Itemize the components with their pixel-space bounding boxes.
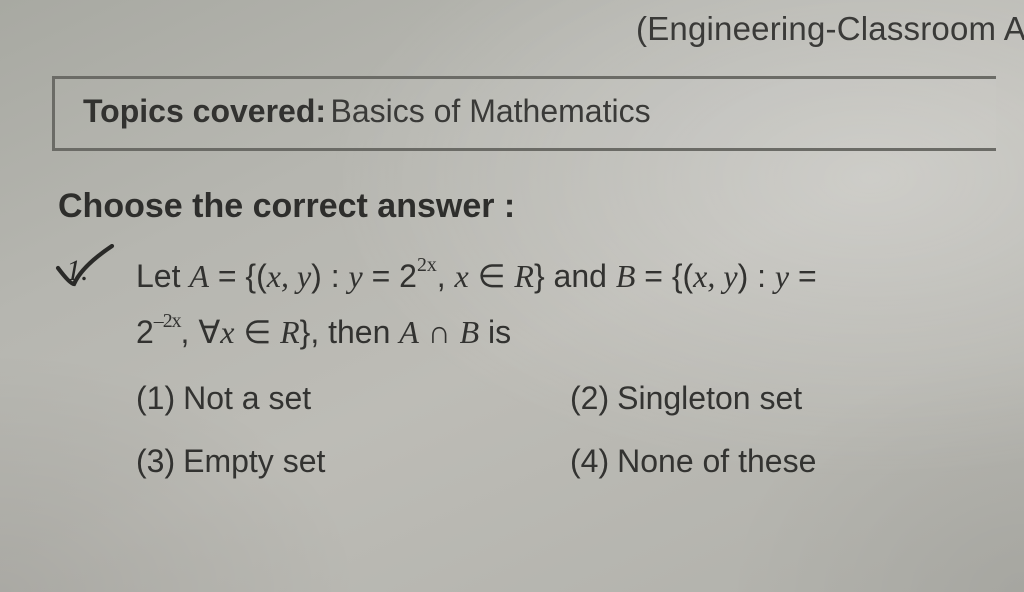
topics-value: Basics of Mathematics — [330, 93, 650, 129]
q-text-frag: ) : — [738, 258, 775, 294]
q-text-frag: = {( — [209, 258, 267, 294]
q-text-frag: B — [460, 314, 480, 350]
option-1[interactable]: (1)Not a set — [136, 380, 550, 417]
q-text-frag: , ∀ — [181, 314, 221, 350]
option-text: Not a set — [183, 380, 311, 416]
option-number: (2) — [570, 380, 617, 416]
q-text-frag: Let — [136, 258, 189, 294]
q-text-frag: A — [399, 314, 419, 350]
q-text-frag: y — [775, 258, 789, 294]
question-block: 1. Let A = {(x, y) : y = 22x, x ∈ R} and… — [58, 248, 984, 360]
option-number: (3) — [136, 443, 183, 479]
q-exponent: 2x — [417, 254, 437, 276]
option-2[interactable]: (2)Singleton set — [570, 380, 984, 417]
option-4[interactable]: (4)None of these — [570, 443, 984, 480]
q-text-frag: } and — [534, 258, 616, 294]
q-text-frag: = {( — [635, 258, 693, 294]
q-text-frag: x — [220, 314, 234, 350]
option-text: None of these — [617, 443, 816, 479]
option-number: (4) — [570, 443, 617, 479]
option-text: Singleton set — [617, 380, 802, 416]
q-text-frag: , — [437, 258, 455, 294]
q-text-frag: B — [616, 258, 636, 294]
q-text-frag: }, then — [300, 314, 400, 350]
q-text-frag: ∩ — [419, 314, 460, 350]
q-text-frag: is — [479, 314, 511, 350]
q-text-frag: = — [789, 258, 817, 294]
q-text-frag: R — [514, 258, 534, 294]
q-text-frag: y — [348, 258, 362, 294]
question-number-checkmark-icon: 1. — [52, 244, 116, 294]
q-text-frag: R — [280, 314, 300, 350]
option-3[interactable]: (3)Empty set — [136, 443, 550, 480]
option-number: (1) — [136, 380, 183, 416]
q-text-frag: x, y — [693, 258, 737, 294]
topics-label: Topics covered: — [83, 93, 326, 129]
q-text-frag: x, y — [267, 258, 311, 294]
topics-box: Topics covered: Basics of Mathematics — [52, 76, 996, 151]
q-exponent: –2x — [154, 310, 181, 332]
option-text: Empty set — [183, 443, 325, 479]
q-text-frag: A — [189, 258, 209, 294]
question-text: Let A = {(x, y) : y = 22x, x ∈ R} and B … — [58, 248, 984, 360]
instruction-heading: Choose the correct answer : — [58, 187, 1024, 226]
q-text-frag: 2 — [136, 314, 154, 350]
q-text-frag: x — [455, 258, 469, 294]
q-text-frag: ) : — [311, 258, 348, 294]
page-root: (Engineering-Classroom A Topics covered:… — [0, 0, 1024, 592]
q-text-frag: ∈ — [469, 258, 515, 294]
options-grid: (1)Not a set (2)Singleton set (3)Empty s… — [136, 380, 984, 480]
q-text-frag: ∈ — [234, 314, 280, 350]
page-header: (Engineering-Classroom A — [0, 10, 1024, 48]
q-text-frag: = 2 — [363, 258, 417, 294]
